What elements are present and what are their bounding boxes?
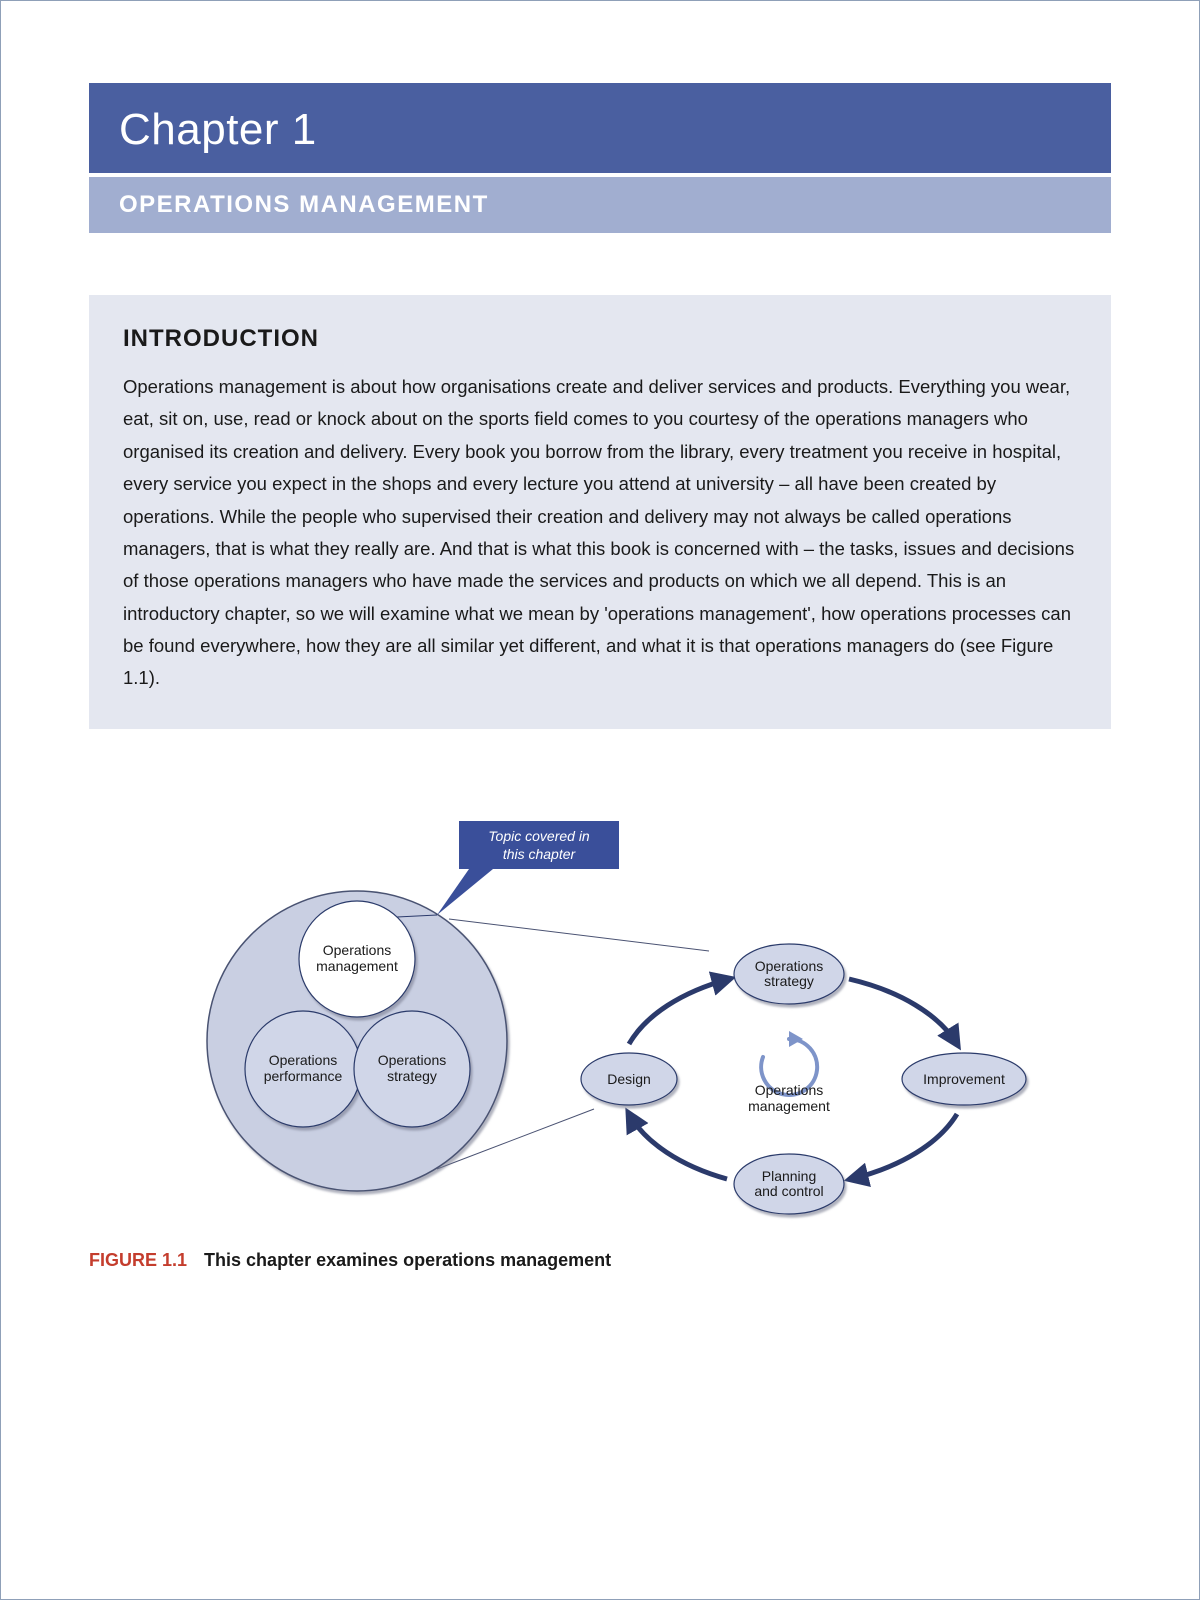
intro-box: INTRODUCTION Operations management is ab… (89, 295, 1111, 729)
label-ops-mgmt-top-1: Operations (323, 942, 391, 958)
label-center-2: management (748, 1098, 830, 1114)
figure-label: FIGURE 1.1 (89, 1250, 187, 1270)
chapter-subtitle-banner: OPERATIONS MANAGEMENT (89, 177, 1111, 233)
label-planning-1: Planning (762, 1168, 817, 1184)
label-ops-strat-left-2: strategy (387, 1068, 437, 1084)
label-improvement: Improvement (923, 1071, 1005, 1087)
swirl-arrowhead-icon (789, 1031, 803, 1047)
label-ops-perf-2: performance (264, 1068, 343, 1084)
projection-line-top (449, 919, 709, 951)
callout-line1: Topic covered in (488, 828, 590, 844)
label-design: Design (607, 1071, 651, 1087)
figure-caption: FIGURE 1.1 This chapter examines operati… (89, 1250, 1111, 1271)
label-ops-strat-left-1: Operations (378, 1052, 446, 1068)
label-strategy-2: strategy (764, 973, 814, 989)
figure-caption-text: This chapter examines operations managem… (204, 1250, 611, 1270)
figure-1-1: Operations management Operations perform… (89, 789, 1111, 1271)
label-planning-2: and control (754, 1183, 823, 1199)
label-ops-mgmt-top-2: management (316, 958, 398, 974)
label-center-1: Operations (755, 1082, 823, 1098)
label-ops-perf-1: Operations (269, 1052, 337, 1068)
chapter-banner: Chapter 1 (89, 83, 1111, 173)
callout-line2: this chapter (503, 846, 577, 862)
intro-body-text: Operations management is about how organ… (123, 371, 1077, 695)
figure-diagram-svg: Operations management Operations perform… (149, 789, 1049, 1229)
intro-heading: INTRODUCTION (123, 325, 1077, 353)
callout-box: Topic covered in this chapter (397, 821, 619, 917)
label-strategy-1: Operations (755, 958, 823, 974)
page-inner: Chapter 1 OPERATIONS MANAGEMENT INTRODUC… (23, 23, 1177, 1577)
page-container: Chapter 1 OPERATIONS MANAGEMENT INTRODUC… (0, 0, 1200, 1600)
